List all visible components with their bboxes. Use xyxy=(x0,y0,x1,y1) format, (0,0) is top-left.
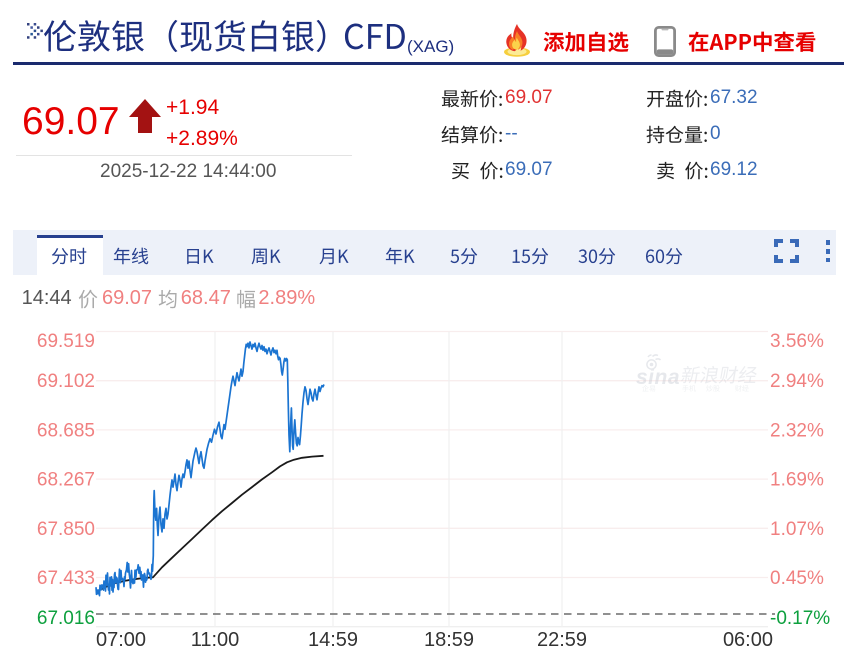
svg-text:22:59: 22:59 xyxy=(537,629,587,648)
svg-text:1.07%: 1.07% xyxy=(770,519,824,540)
svg-text:06:00: 06:00 xyxy=(723,629,773,648)
svg-text:68.685: 68.685 xyxy=(37,420,95,441)
svg-text:sina: sina xyxy=(636,366,680,389)
svg-text:0.45%: 0.45% xyxy=(770,568,824,589)
svg-text:67.016: 67.016 xyxy=(37,608,95,629)
svg-text:14:59: 14:59 xyxy=(308,629,358,648)
svg-text:07:00: 07:00 xyxy=(96,629,146,648)
svg-text:67.433: 67.433 xyxy=(37,568,95,589)
svg-text:67.850: 67.850 xyxy=(37,519,95,540)
svg-text:1.69%: 1.69% xyxy=(770,470,824,491)
svg-text:18:59: 18:59 xyxy=(424,629,474,648)
svg-text:69.519: 69.519 xyxy=(37,331,95,352)
svg-text:2.32%: 2.32% xyxy=(770,420,824,441)
svg-text:11:00: 11:00 xyxy=(191,629,240,648)
svg-text:69.102: 69.102 xyxy=(37,371,95,392)
svg-text:68.267: 68.267 xyxy=(37,470,95,491)
svg-text:3.56%: 3.56% xyxy=(770,331,824,352)
svg-text:2.94%: 2.94% xyxy=(770,371,824,392)
svg-text:-0.17%: -0.17% xyxy=(770,608,830,629)
